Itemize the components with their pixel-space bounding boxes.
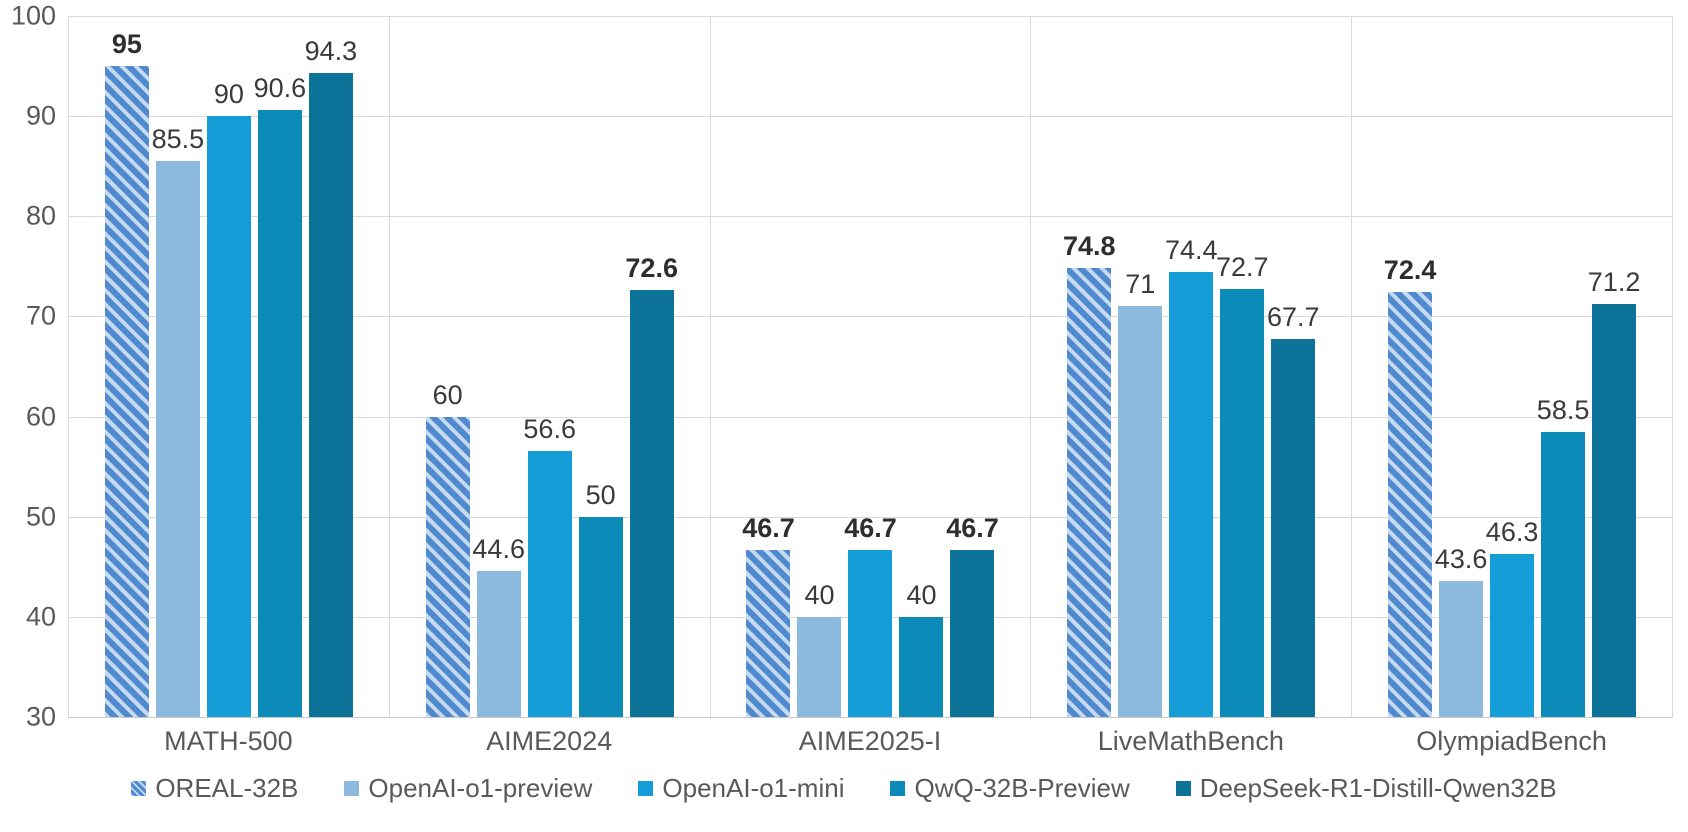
gridline-70 [69, 316, 1673, 318]
bar-value-label-openai-o1-preview-olympiadbench: 43.6 [1434, 543, 1488, 574]
y-tick-label-100: 100 [10, 0, 56, 31]
bar-deepseek-r1-distill-qwen32b-math-500: 94.3 [305, 38, 357, 717]
bar-value-label-oreal-32b-olympiadbench: 72.4 [1383, 255, 1437, 286]
y-tick-label-30: 30 [25, 701, 56, 732]
legend-swatch-icon-deepseek-r1-distill-qwen32b [1175, 780, 1191, 796]
legend: OREAL-32B OpenAI-o1-preview OpenAI-o1-mini… [0, 766, 1688, 810]
gridline-60 [69, 416, 1673, 418]
bar-value-label-oreal-32b-aime2024: 60 [432, 379, 463, 410]
gridline-90 [69, 116, 1673, 118]
bar-value-label-openai-o1-mini-aime2025-i: 46.7 [844, 512, 897, 543]
bar-value-label-deepseek-r1-distill-qwen32b-aime2025-i: 46.7 [946, 512, 999, 543]
plot-area: 95 85.5 90 90.6 94.3 60 44.6 56.6 50 72.6 46.7 40 46… [68, 16, 1673, 718]
bar-value-label-openai-o1-mini-aime2024: 56.6 [523, 413, 576, 444]
bar-oreal-32b-aime2024: 60 [425, 381, 470, 717]
bar-oreal-32b-olympiadbench: 72.4 [1384, 257, 1436, 717]
bar-oreal-32b-livemathbench: 74.8 [1063, 233, 1116, 717]
bar-openai-o1-preview-aime2025-i: 40 [797, 581, 842, 717]
bar-value-label-qwq-32b-preview-aime2025-i: 40 [906, 579, 937, 610]
category-group-livemathbench: 74.8 71 74.4 72.7 67.7 [1031, 16, 1353, 717]
bars-livemathbench: 74.8 71 74.4 72.7 67.7 [1031, 16, 1351, 717]
bar-deepseek-r1-distill-qwen32b-aime2024: 72.6 [625, 255, 678, 717]
bars-aime2024: 60 44.6 56.6 50 72.6 [390, 16, 710, 717]
category-group-math-500: 95 85.5 90 90.6 94.3 [69, 16, 390, 717]
category-group-aime2025-i: 46.7 40 46.7 40 46.7 [711, 16, 1032, 717]
bar-oreal-32b-aime2025-i: 46.7 [742, 514, 795, 717]
x-axis-category-labels: MATH-500 AIME2024 AIME2025-I LiveMathBench O… [68, 724, 1672, 758]
bar-value-label-deepseek-r1-distill-qwen32b-aime2024: 72.6 [625, 253, 678, 284]
gridline-50 [69, 516, 1673, 518]
bar-qwq-32b-preview-livemathbench: 72.7 [1216, 254, 1269, 717]
bar-value-label-oreal-32b-aime2025-i: 46.7 [742, 512, 795, 543]
bar-value-label-deepseek-r1-distill-qwen32b-olympiadbench: 71.2 [1587, 267, 1641, 298]
legend-swatch-icon-openai-o1-preview [344, 780, 360, 796]
y-tick-label-40: 40 [25, 601, 56, 632]
bar-qwq-32b-preview-olympiadbench: 58.5 [1537, 396, 1589, 717]
bar-value-label-openai-o1-preview-aime2025-i: 40 [804, 579, 835, 610]
y-tick-label-70: 70 [25, 300, 56, 331]
bar-deepseek-r1-distill-qwen32b-aime2025-i: 46.7 [946, 514, 999, 717]
bar-qwq-32b-preview-aime2024: 50 [578, 481, 623, 717]
bar-value-label-qwq-32b-preview-math-500: 90.6 [253, 73, 307, 104]
bar-openai-o1-preview-livemathbench: 71 [1118, 271, 1163, 717]
bar-value-label-qwq-32b-preview-olympiadbench: 58.5 [1536, 394, 1590, 425]
bar-openai-o1-preview-math-500: 85.5 [152, 126, 204, 717]
category-group-aime2024: 60 44.6 56.6 50 72.6 [390, 16, 711, 717]
y-tick-label-50: 50 [25, 501, 56, 532]
bar-value-label-openai-o1-preview-math-500: 85.5 [151, 124, 205, 155]
bar-openai-o1-mini-olympiadbench: 46.3 [1486, 518, 1538, 717]
bar-value-label-openai-o1-mini-olympiadbench: 46.3 [1485, 516, 1539, 547]
y-tick-label-60: 60 [25, 401, 56, 432]
bar-deepseek-r1-distill-qwen32b-livemathbench: 67.7 [1267, 304, 1320, 717]
bar-value-label-openai-o1-mini-math-500: 90 [213, 79, 244, 110]
legend-swatch-icon-qwq-32b-preview [890, 780, 906, 796]
legend-label-openai-o1-preview: OpenAI-o1-preview [368, 773, 593, 803]
gridline-100 [69, 16, 1673, 17]
category-label-aime2024: AIME2024 [486, 726, 613, 756]
gridline-80 [69, 216, 1673, 218]
category-label-aime2025-i: AIME2025-I [798, 726, 942, 756]
category-label-livemathbench: LiveMathBench [1097, 726, 1284, 756]
legend-item-openai-o1-preview: OpenAI-o1-preview [344, 775, 592, 801]
bars-math-500: 95 85.5 90 90.6 94.3 [69, 16, 389, 717]
bar-value-label-qwq-32b-preview-livemathbench: 72.7 [1216, 252, 1269, 283]
legend-swatch-icon-oreal-32b [131, 780, 147, 796]
bar-openai-o1-preview-aime2024: 44.6 [472, 535, 525, 717]
legend-item-deepseek-r1-distill-qwen32b: DeepSeek-R1-Distill-Qwen32B [1175, 773, 1557, 803]
bar-value-label-oreal-32b-math-500: 95 [111, 29, 142, 60]
bar-value-label-deepseek-r1-distill-qwen32b-livemathbench: 67.7 [1267, 302, 1320, 333]
bar-oreal-32b-math-500: 95 [104, 31, 149, 717]
bars-aime2025-i: 46.7 40 46.7 40 46.7 [711, 16, 1031, 717]
bar-qwq-32b-preview-math-500: 90.6 [254, 75, 306, 717]
bar-qwq-32b-preview-aime2025-i: 40 [899, 581, 944, 717]
bar-openai-o1-mini-livemathbench: 74.4 [1165, 237, 1218, 717]
bar-value-label-openai-o1-mini-livemathbench: 74.4 [1165, 235, 1218, 266]
category-label-olympiadbench: OlympiadBench [1416, 726, 1607, 756]
bar-value-label-qwq-32b-preview-aime2024: 50 [585, 479, 616, 510]
bars-olympiadbench: 72.4 43.6 46.3 58.5 71.2 [1352, 16, 1672, 717]
bar-openai-o1-mini-aime2024: 56.6 [523, 415, 576, 717]
bar-openai-o1-mini-aime2025-i: 46.7 [844, 514, 897, 717]
category-group-olympiadbench: 72.4 43.6 46.3 58.5 71.2 [1352, 16, 1673, 717]
bar-value-label-openai-o1-preview-aime2024: 44.6 [472, 533, 525, 564]
category-label-math-500: MATH-500 [164, 726, 293, 756]
bar-openai-o1-mini-math-500: 90 [206, 81, 251, 717]
legend-label-qwq-32b-preview: QwQ-32B-Preview [914, 773, 1130, 803]
bar-value-label-deepseek-r1-distill-qwen32b-math-500: 94.3 [304, 36, 358, 67]
legend-item-oreal-32b: OREAL-32B [131, 775, 298, 801]
y-axis: 30 40 50 60 70 80 90 100 [0, 0, 58, 832]
legend-label-deepseek-r1-distill-qwen32b: DeepSeek-R1-Distill-Qwen32B [1199, 773, 1557, 803]
legend-label-oreal-32b: OREAL-32B [155, 773, 299, 803]
legend-swatch-icon-openai-o1-mini [638, 780, 654, 796]
y-tick-label-80: 80 [25, 200, 56, 231]
bar-value-label-openai-o1-preview-livemathbench: 71 [1125, 269, 1156, 300]
bar-value-label-oreal-32b-livemathbench: 74.8 [1063, 231, 1116, 262]
legend-label-openai-o1-mini: OpenAI-o1-mini [662, 773, 845, 803]
bar-openai-o1-preview-olympiadbench: 43.6 [1435, 545, 1487, 717]
legend-item-qwq-32b-preview: QwQ-32B-Preview [890, 773, 1130, 803]
legend-item-openai-o1-mini: OpenAI-o1-mini [638, 775, 844, 801]
bar-deepseek-r1-distill-qwen32b-olympiadbench: 71.2 [1588, 269, 1640, 717]
y-tick-label-90: 90 [25, 100, 56, 131]
